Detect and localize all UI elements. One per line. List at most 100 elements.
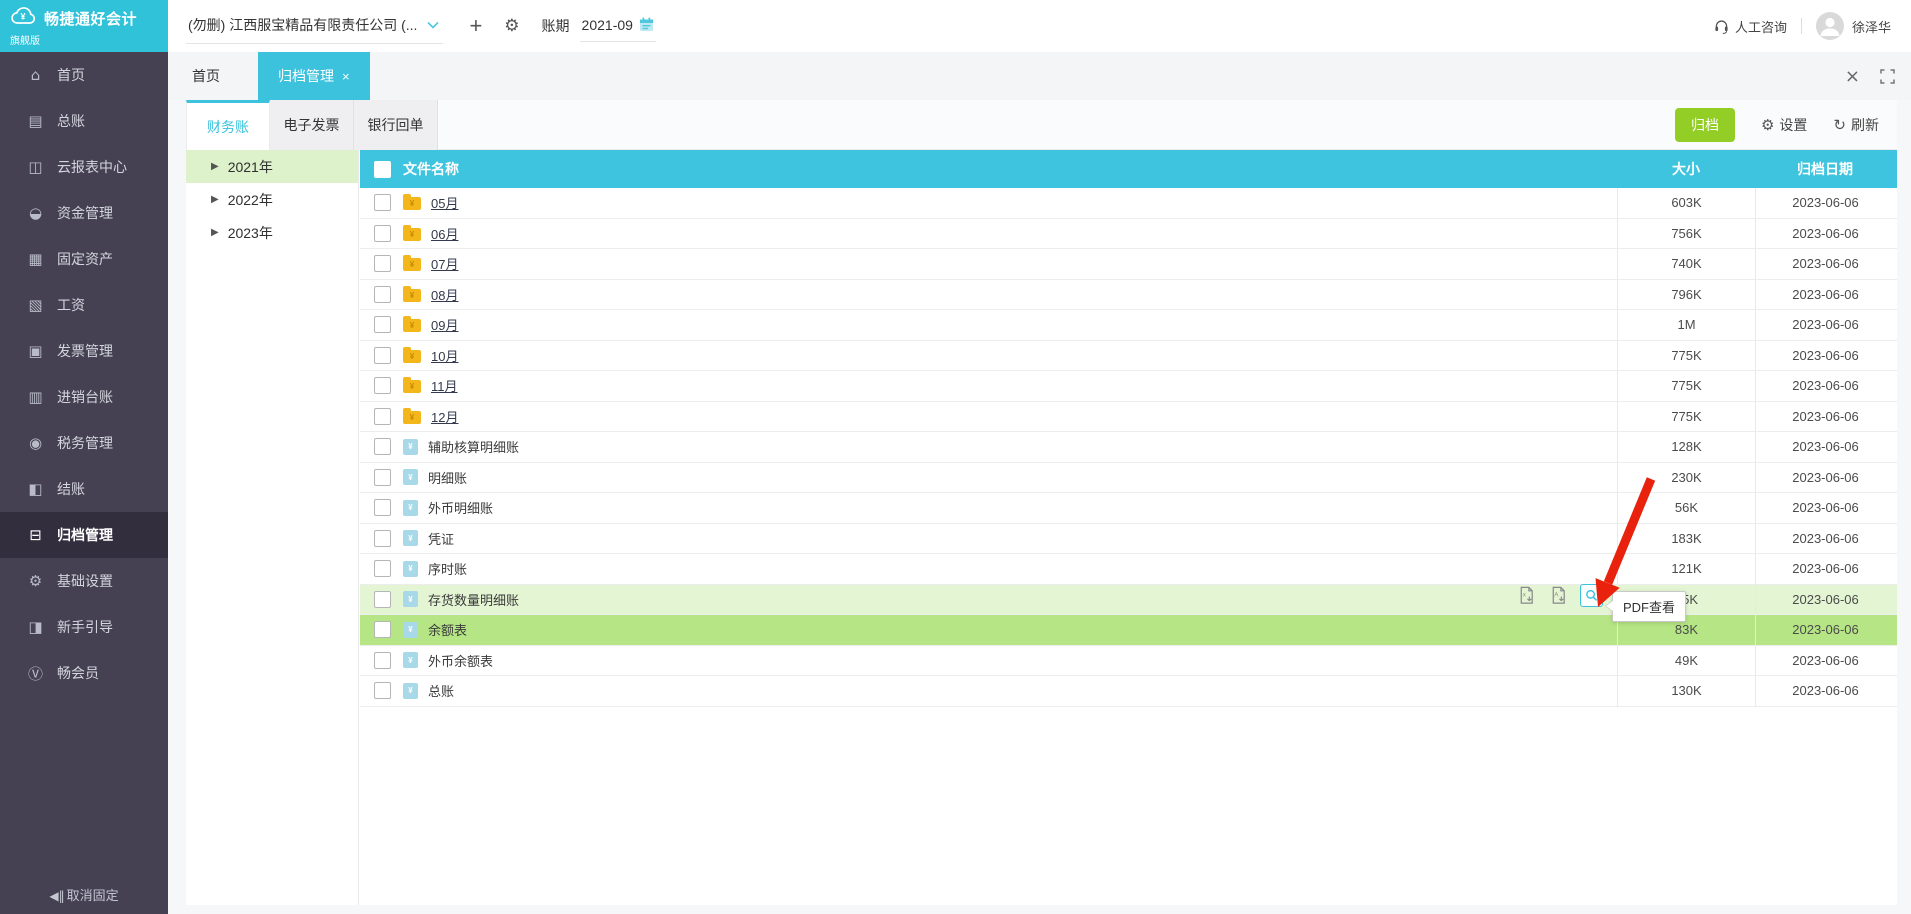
subtab-银行回单[interactable]: 银行回单: [354, 100, 438, 150]
tree-item-label: 2021年: [227, 158, 273, 175]
name-cell: 凭证: [360, 529, 1617, 548]
period-selector[interactable]: 2021-09: [579, 11, 656, 42]
app-logo: ¥ 畅捷通好会计 旗舰版: [0, 0, 168, 52]
file-name-link[interactable]: 12月: [431, 409, 459, 425]
sidebar-item-云报表中心[interactable]: ◫ 云报表中心: [0, 144, 168, 190]
sidebar-item-首页[interactable]: ⌂ 首页: [0, 52, 168, 98]
company-selector[interactable]: (勿删) 江西服宝精品有限责任公司 (...: [186, 9, 444, 44]
column-header-name: 文件名称: [403, 161, 459, 177]
avatar[interactable]: [1815, 12, 1844, 40]
row-checkbox[interactable]: [374, 438, 391, 456]
subtab-财务账[interactable]: 财务账: [186, 100, 270, 150]
caret-right-icon[interactable]: ▶: [211, 227, 219, 238]
file-name-link[interactable]: 07月: [431, 257, 459, 273]
row-checkbox[interactable]: [374, 590, 391, 608]
add-account-button[interactable]: +: [469, 13, 483, 38]
tab-label: 归档管理: [278, 68, 334, 84]
pdf-view-icon[interactable]: [1580, 584, 1603, 607]
row-checkbox[interactable]: [374, 407, 391, 425]
row-checkbox[interactable]: [374, 194, 391, 212]
tree-item-2023年[interactable]: ▶ 2023年: [186, 216, 358, 249]
tree-item-2021年[interactable]: ▶ 2021年: [186, 150, 358, 183]
file-icon: [403, 530, 418, 547]
row-checkbox[interactable]: [374, 468, 391, 486]
sidebar-item-资金管理[interactable]: ◒ 资金管理: [0, 190, 168, 236]
sidebar-item-工资[interactable]: ▧ 工资: [0, 282, 168, 328]
settings-button[interactable]: ⚙ 设置: [1761, 115, 1807, 135]
select-all-checkbox[interactable]: [374, 160, 391, 178]
pdf-export-icon[interactable]: A: [1548, 585, 1569, 606]
caret-right-icon[interactable]: ▶: [211, 161, 219, 172]
row-checkbox[interactable]: [374, 316, 391, 334]
sidebar-item-发票管理[interactable]: ▣ 发票管理: [0, 328, 168, 374]
sidebar-item-进销台账[interactable]: ▥ 进销台账: [0, 374, 168, 420]
support-link[interactable]: 人工咨询: [1713, 17, 1787, 36]
row-checkbox[interactable]: [374, 682, 391, 700]
sidebar-item-新手引导[interactable]: ◨ 新手引导: [0, 604, 168, 650]
subtab-电子发票[interactable]: 电子发票: [270, 100, 354, 150]
file-icon: [403, 499, 418, 516]
sidebar-item-归档管理[interactable]: ⊟ 归档管理: [0, 512, 168, 558]
tree-item-2022年[interactable]: ▶ 2022年: [186, 183, 358, 216]
unpin-sidebar-button[interactable]: ◀‖ 取消固定: [0, 885, 168, 904]
table-body: 05月603K2023-06-0606月756K2023-06-0607月740…: [360, 188, 1897, 707]
gear-icon[interactable]: ⚙: [504, 16, 520, 36]
sidebar-item-基础设置[interactable]: ⚙ 基础设置: [0, 558, 168, 604]
file-name-link[interactable]: 09月: [431, 318, 459, 334]
excel-export-icon[interactable]: x: [1516, 585, 1537, 606]
sidebar-item-label: 资金管理: [57, 205, 113, 221]
date-cell: 2023-06-06: [1755, 432, 1895, 462]
tab-首页[interactable]: 首页: [168, 52, 244, 100]
fullscreen-icon[interactable]: [1880, 68, 1895, 84]
row-checkbox[interactable]: [374, 346, 391, 364]
row-checkbox[interactable]: [374, 499, 391, 517]
row-checkbox[interactable]: [374, 529, 391, 547]
tab-close-icon[interactable]: ×: [342, 68, 350, 84]
sidebar-item-畅会员[interactable]: Ⓥ 畅会员: [0, 650, 168, 696]
row-checkbox[interactable]: [374, 560, 391, 578]
date-cell: 2023-06-06: [1755, 676, 1895, 706]
caret-right-icon[interactable]: ▶: [211, 194, 219, 205]
app-edition: 旗舰版: [10, 36, 40, 47]
tab-归档管理[interactable]: 归档管理 ×: [258, 52, 370, 100]
date-cell: 2023-06-06: [1755, 493, 1895, 523]
row-checkbox[interactable]: [374, 285, 391, 303]
file-name-link[interactable]: 06月: [431, 226, 459, 242]
sidebar-item-总账[interactable]: ▤ 总账: [0, 98, 168, 144]
row-checkbox[interactable]: [374, 224, 391, 242]
row-checkbox[interactable]: [374, 621, 391, 639]
file-name-link[interactable]: 05月: [431, 196, 459, 212]
cloud-report-icon: ◫: [28, 158, 43, 176]
file-icon: [403, 682, 418, 699]
sidebar-item-结账[interactable]: ◧ 结账: [0, 466, 168, 512]
archive-button[interactable]: 归档: [1674, 108, 1735, 142]
file-name-link[interactable]: 11月: [431, 379, 458, 395]
row-checkbox[interactable]: [374, 651, 391, 669]
file-name-link[interactable]: 08月: [431, 287, 459, 303]
file-name-link[interactable]: 10月: [431, 348, 459, 364]
sidebar-item-固定资产[interactable]: ▦ 固定资产: [0, 236, 168, 282]
row-checkbox[interactable]: [374, 255, 391, 273]
refresh-button[interactable]: ↻ 刷新: [1833, 115, 1879, 135]
sidebar-item-税务管理[interactable]: ◉ 税务管理: [0, 420, 168, 466]
row-checkbox[interactable]: [374, 377, 391, 395]
size-cell: 796K: [1617, 279, 1755, 309]
close-icon[interactable]: ×: [1844, 65, 1860, 87]
name-cell: 06月: [360, 224, 1617, 243]
sidebar-item-label: 首页: [57, 67, 85, 83]
